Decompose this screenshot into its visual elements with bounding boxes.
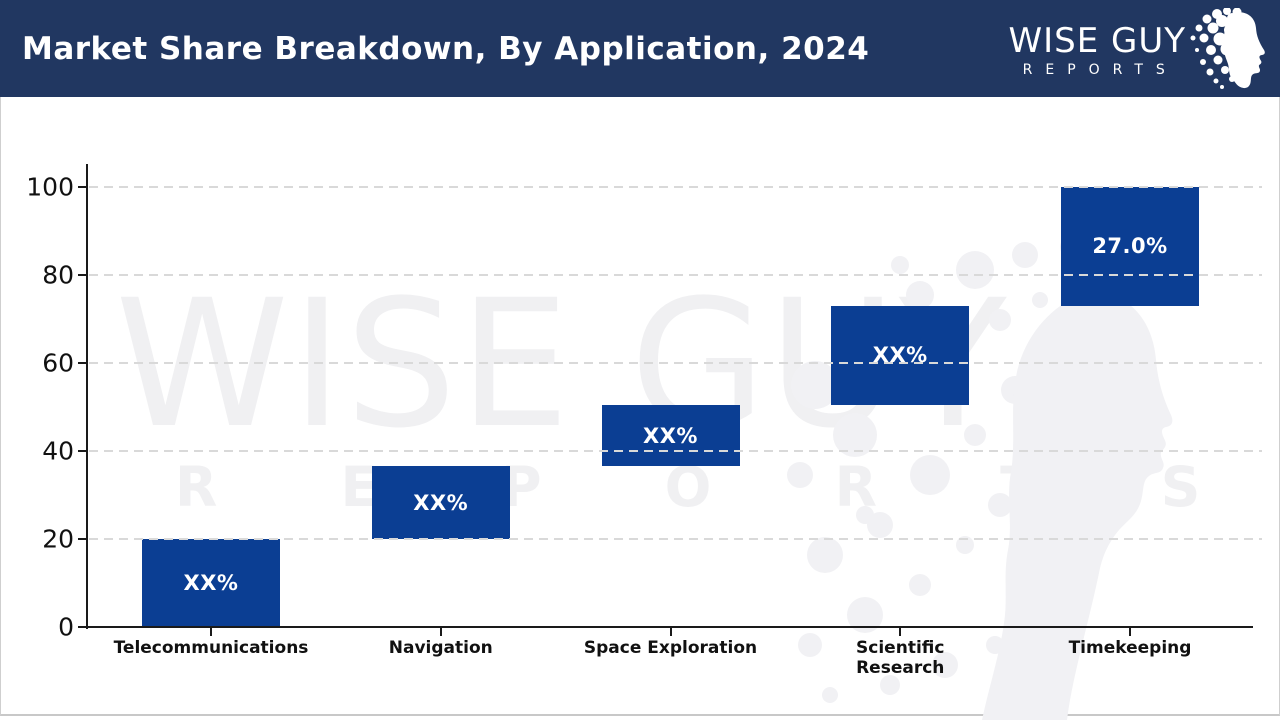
- y-tick-label-60: 60: [42, 348, 74, 378]
- x-tick-label-navigation: Navigation: [388, 638, 493, 658]
- bar-value-label: XX%: [413, 490, 469, 515]
- gridline-100: [89, 186, 1262, 188]
- gridline-20: [89, 538, 1262, 540]
- logo-face-icon: [1190, 8, 1265, 89]
- y-tick-mark-40: [78, 450, 86, 452]
- y-axis-line: [86, 164, 88, 629]
- x-tick-mark-telecommunications: [210, 628, 212, 636]
- x-tick-label-timekeeping: Timekeeping: [1068, 638, 1192, 658]
- y-tick-mark-80: [78, 274, 86, 276]
- y-tick-label-100: 100: [26, 172, 74, 202]
- x-tick-label-telecommunications: Telecommunications: [113, 638, 309, 658]
- bar-space-exploration: XX%: [601, 404, 740, 467]
- y-tick-mark-0: [78, 626, 86, 628]
- x-tick-mark-space-exploration: [669, 628, 672, 636]
- gridline-40: [89, 450, 1262, 452]
- x-tick-label-scientific-research: Scientific Research: [856, 638, 945, 679]
- logo-subtext: REPORTS: [1022, 61, 1178, 78]
- bar-value-label: 27.0%: [1092, 234, 1168, 259]
- gridline-80: [89, 274, 1262, 276]
- bar-value-label: XX%: [643, 423, 698, 448]
- logo-wordmark: WISE GUY: [1008, 21, 1186, 62]
- bar-scientific-research: XX%: [831, 305, 970, 405]
- page-title: Market Share Breakdown, By Application, …: [22, 30, 870, 67]
- bar-navigation: XX%: [371, 466, 510, 539]
- x-tick-mark-navigation: [439, 628, 442, 636]
- x-tick-label-space-exploration: Space Exploration: [583, 638, 758, 658]
- x-tick-mark-scientific-research: [899, 628, 902, 636]
- y-tick-label-0: 0: [58, 612, 74, 642]
- y-tick-label-20: 20: [42, 524, 74, 554]
- bar-telecommunications: XX%: [142, 539, 280, 627]
- x-tick-mark-timekeeping: [1129, 628, 1131, 636]
- header-bar: Market Share Breakdown, By Application, …: [0, 0, 1280, 97]
- y-tick-mark-100: [78, 186, 86, 188]
- y-tick-label-40: 40: [42, 436, 74, 466]
- wiseguy-logo: WISE GUY REPORTS: [1008, 8, 1268, 93]
- y-tick-label-80: 80: [42, 260, 74, 290]
- y-tick-mark-20: [78, 538, 86, 540]
- x-axis-line: [86, 626, 1253, 628]
- bar-value-label: XX%: [183, 571, 239, 595]
- gridline-60: [89, 362, 1262, 364]
- y-tick-mark-60: [78, 362, 86, 364]
- bar-timekeeping: 27.0%: [1061, 187, 1199, 306]
- logo-text: WISE GUY REPORTS: [1008, 21, 1186, 78]
